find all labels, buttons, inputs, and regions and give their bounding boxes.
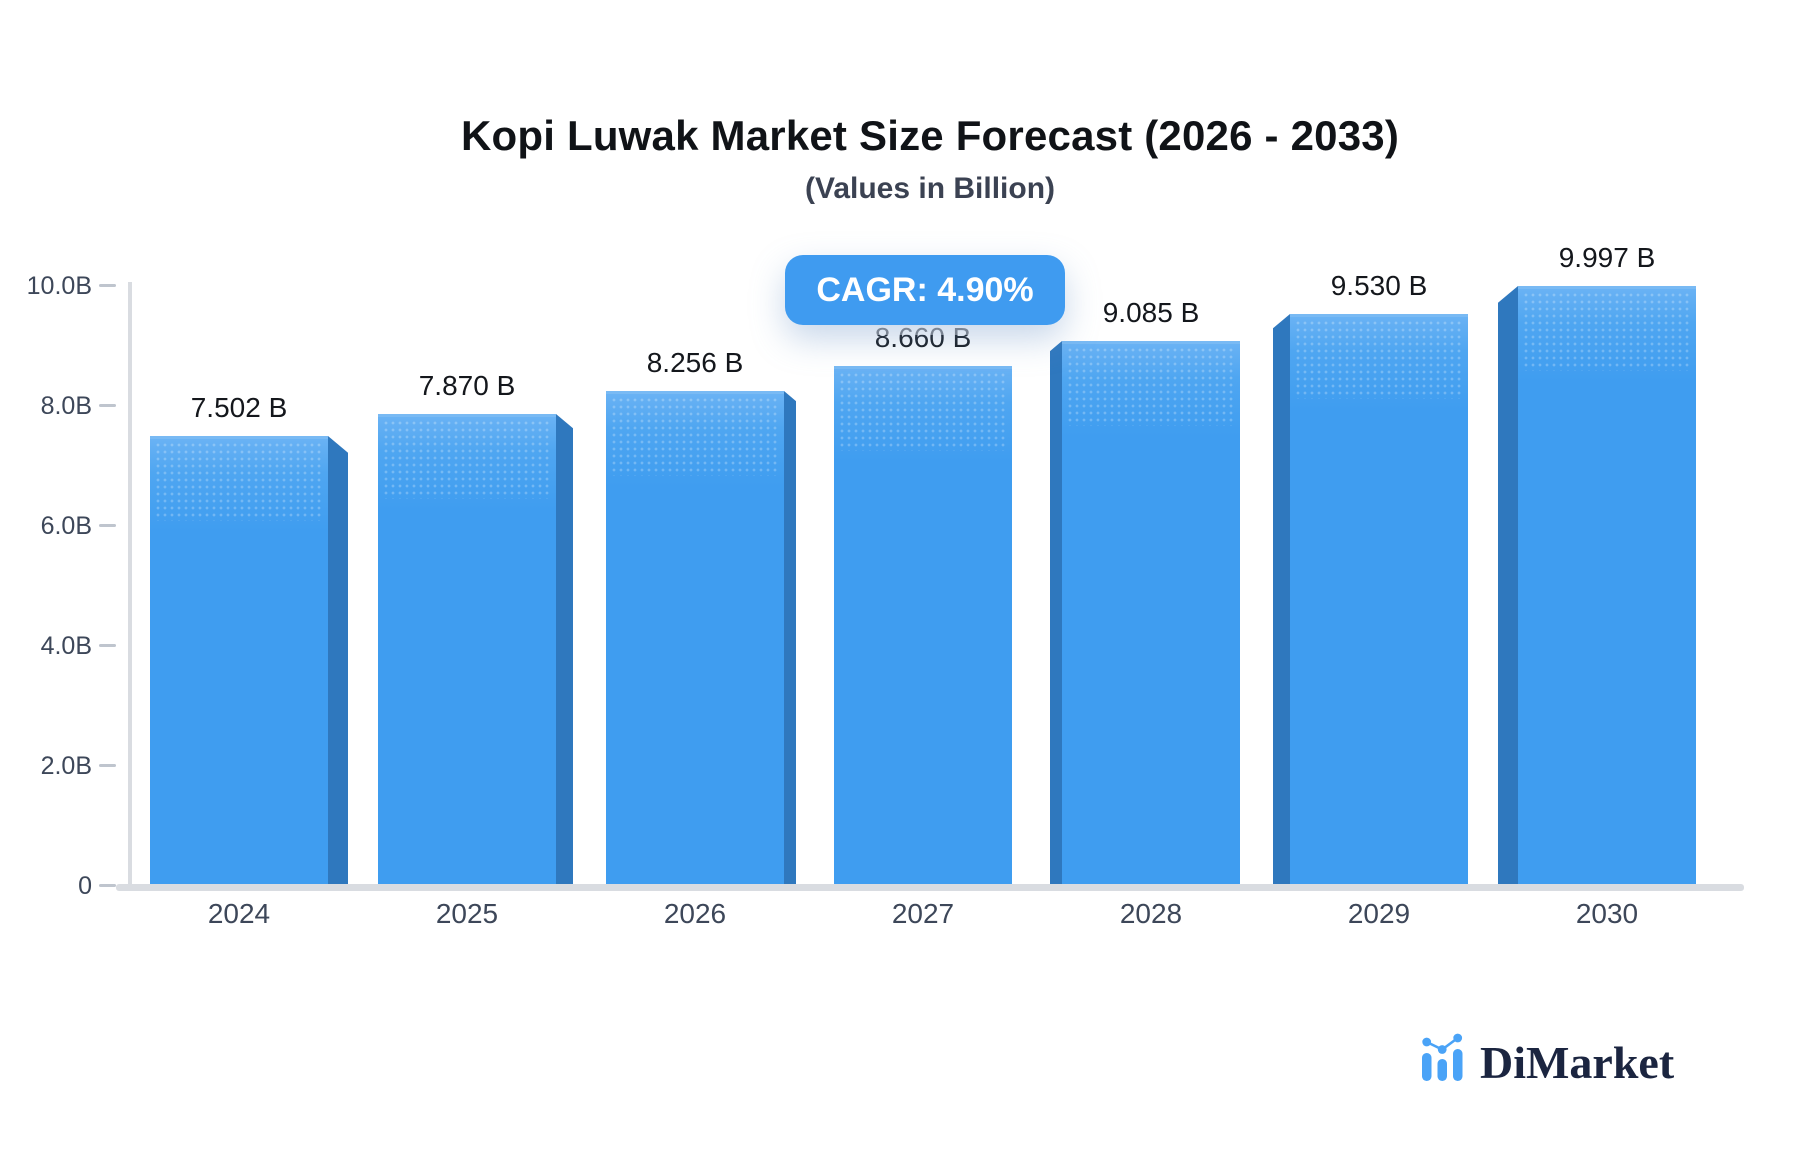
y-tick-mark bbox=[99, 284, 116, 287]
bar-value-label: 7.870 B bbox=[418, 370, 516, 401]
bar-value-label: 9.997 B bbox=[1558, 242, 1656, 273]
dimarket-logo-icon bbox=[1420, 1032, 1466, 1089]
x-axis-baseline bbox=[116, 884, 1744, 891]
bar-value-label: 7.502 B bbox=[190, 392, 288, 423]
bar-3d-side bbox=[784, 391, 796, 886]
chart-title: Kopi Luwak Market Size Forecast (2026 - … bbox=[460, 112, 1400, 159]
x-tick-label-2025: 2025 bbox=[435, 898, 499, 929]
bar-2029[interactable] bbox=[1290, 314, 1468, 886]
bar-2026[interactable] bbox=[606, 391, 784, 886]
bar-3d-side bbox=[1498, 286, 1518, 886]
y-tick-mark bbox=[99, 404, 116, 407]
bar-2024[interactable] bbox=[150, 436, 328, 886]
y-tick-label: 10.0B bbox=[26, 272, 92, 300]
y-tick-label: 6.0B bbox=[40, 512, 92, 540]
y-tick-label: 8.0B bbox=[40, 392, 92, 420]
cagr-badge: CAGR: 4.90% bbox=[785, 255, 1065, 325]
y-tick-mark bbox=[99, 884, 116, 887]
y-tick-label: 0 bbox=[78, 872, 92, 900]
x-tick-label-2026: 2026 bbox=[663, 898, 727, 929]
bar-3d-side bbox=[328, 436, 348, 886]
bar-3d-side bbox=[1050, 341, 1062, 886]
x-tick-label-2027: 2027 bbox=[891, 898, 955, 929]
bar-value-label: 8.660 B bbox=[874, 322, 972, 353]
dimarket-logo-text: DiMarket bbox=[1480, 1037, 1675, 1088]
y-tick-label: 2.0B bbox=[40, 752, 92, 780]
bar-3d-side bbox=[556, 414, 573, 886]
x-tick-label-2029: 2029 bbox=[1347, 898, 1411, 929]
y-tick-mark bbox=[99, 764, 116, 767]
cagr-badge-label: CAGR: 4.90% bbox=[816, 270, 1034, 309]
y-tick-label: 4.0B bbox=[40, 632, 92, 660]
bar-3d-side bbox=[1273, 314, 1290, 886]
chart-subtitle: (Values in Billion) bbox=[804, 172, 1056, 205]
x-tick-label-2030: 2030 bbox=[1575, 898, 1639, 929]
y-axis-line bbox=[128, 282, 132, 890]
bar-2027[interactable] bbox=[834, 366, 1012, 886]
bar-value-label: 9.530 B bbox=[1330, 270, 1428, 301]
bar-2025[interactable] bbox=[378, 414, 556, 886]
bar-2030[interactable] bbox=[1518, 286, 1696, 886]
bar-2028[interactable] bbox=[1062, 341, 1240, 886]
bar-value-label: 8.256 B bbox=[646, 347, 744, 378]
dimarket-logo: DiMarket bbox=[1420, 1032, 1674, 1089]
y-tick-mark bbox=[99, 644, 116, 647]
y-tick-mark bbox=[99, 524, 116, 527]
x-tick-label-2028: 2028 bbox=[1119, 898, 1183, 929]
bar-value-label: 9.085 B bbox=[1102, 297, 1200, 328]
x-tick-label-2024: 2024 bbox=[207, 898, 271, 929]
